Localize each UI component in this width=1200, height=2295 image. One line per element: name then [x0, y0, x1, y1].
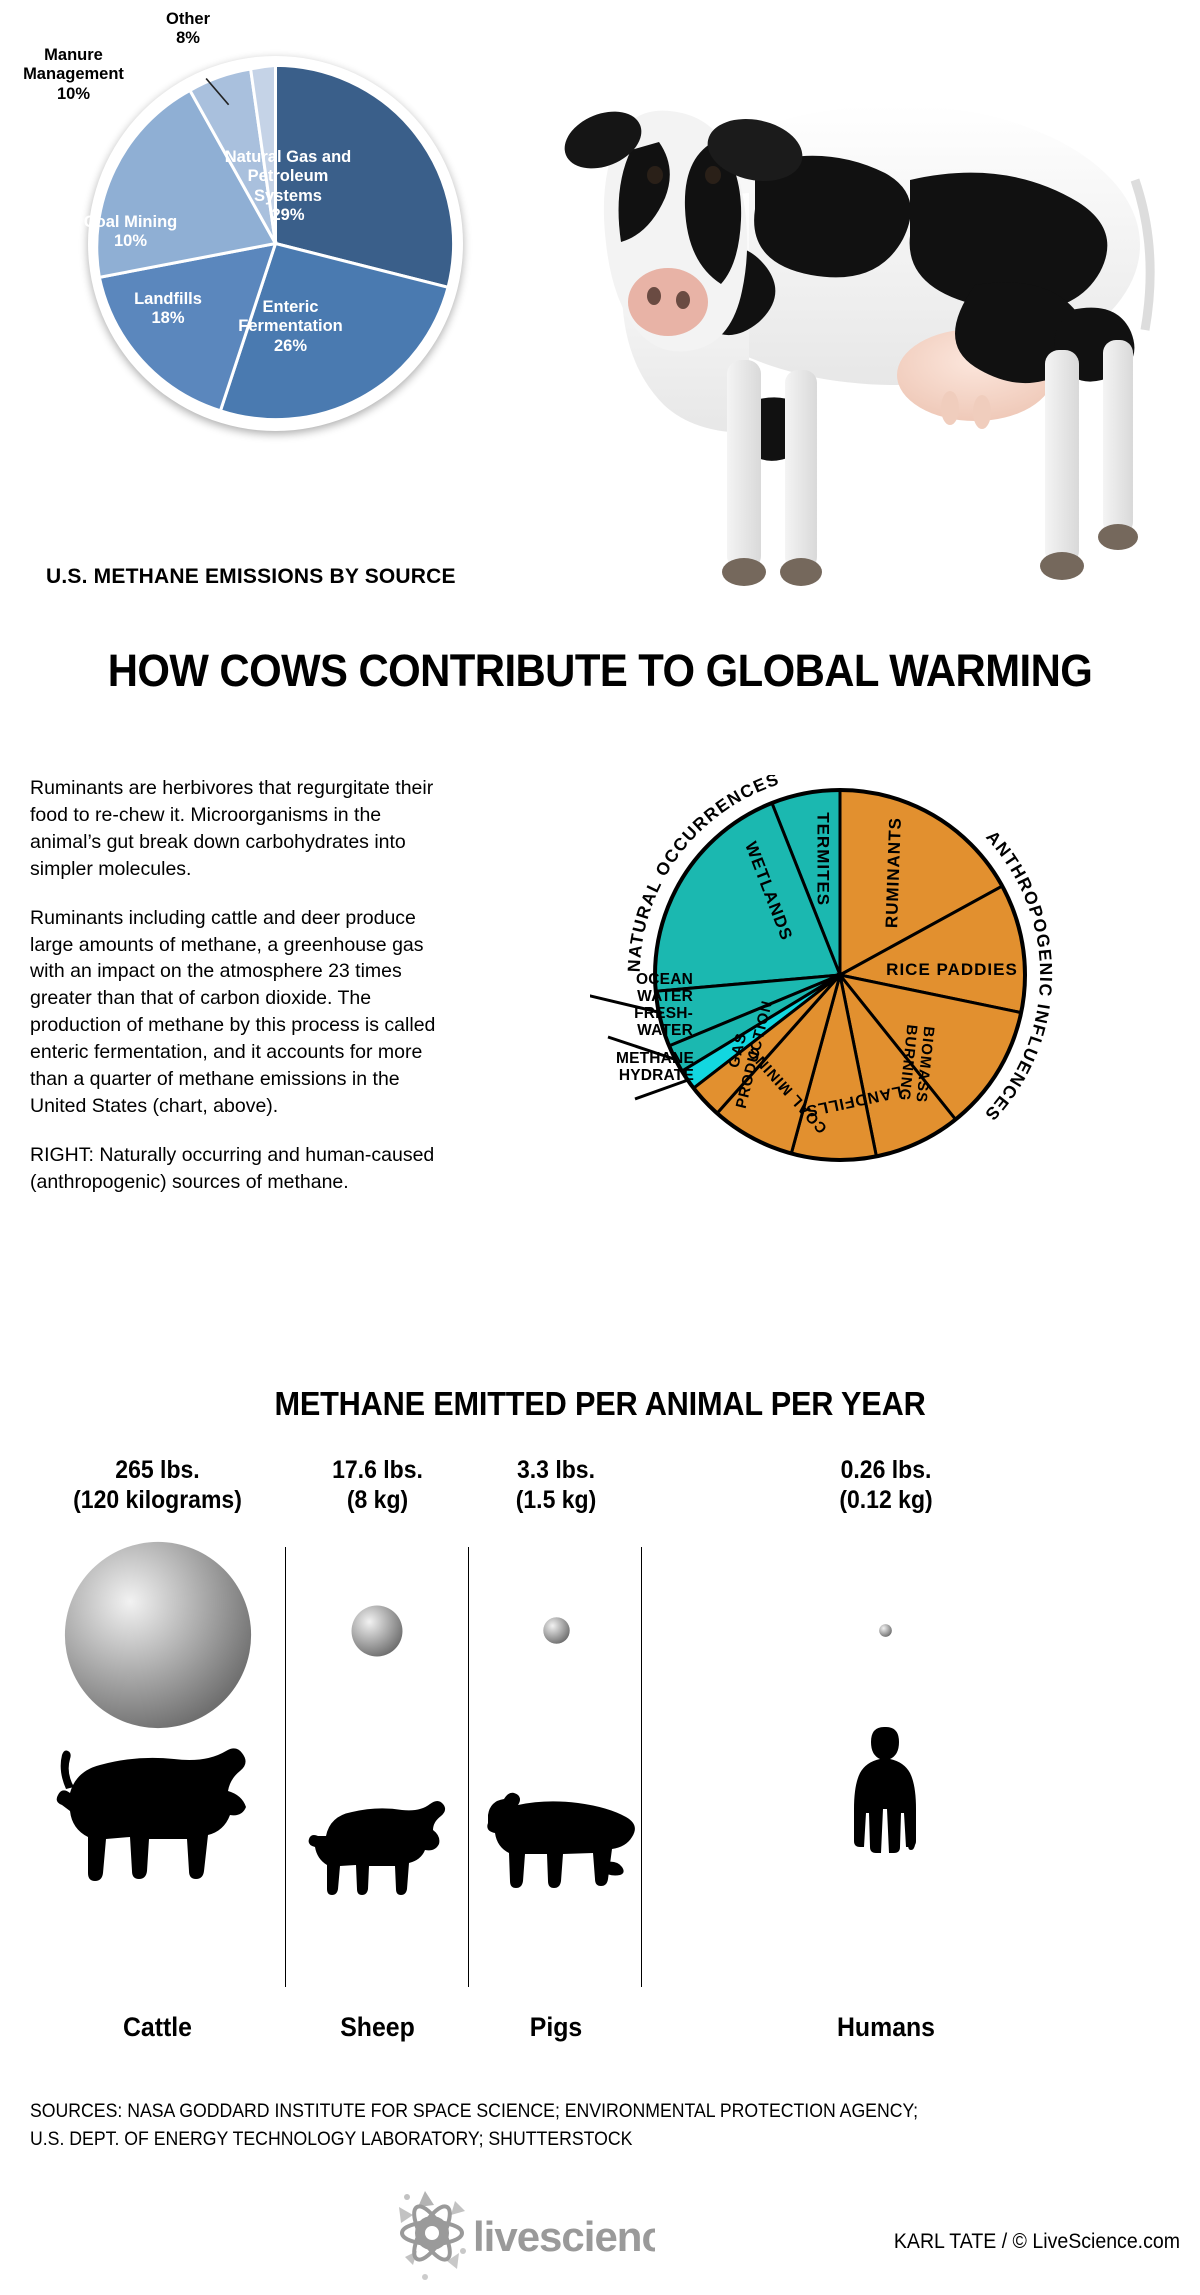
- slice-enteric-fermentation: [218, 241, 450, 422]
- leader-ocean-water: [577, 991, 663, 1015]
- cow-photo: [455, 0, 1200, 595]
- pie1-label-other: Other 8%: [165, 10, 210, 48]
- column-divider-3: [641, 1547, 642, 1987]
- column-divider-1: [285, 1547, 286, 1987]
- section-us-methane-sources: Natural Gas and Petroleum Systems 29% En…: [0, 0, 1200, 650]
- humans-methane-sphere: [879, 1624, 892, 1637]
- livescience-logo-svg: livescience: [399, 2191, 687, 2280]
- page-headline: HOW COWS CONTRIBUTE TO GLOBAL WARMING: [107, 645, 1093, 696]
- sources-line-2: U.S. DEPT. OF ENERGY TECHNOLOGY LABORATO…: [30, 2128, 633, 2150]
- pig-silhouette: [487, 1792, 635, 1888]
- sources-line-1: SOURCES: NASA GODDARD INSTITUTE FOR SPAC…: [30, 2101, 919, 2122]
- pie1-label-landfills: Landfills 18%: [134, 290, 202, 328]
- pie2-text-rice-paddies: RICE PADDIES: [886, 960, 1018, 979]
- sheep-methane-sphere: [351, 1605, 403, 1657]
- leader-methane-hydrate: [634, 1078, 689, 1101]
- slice-natural-gas-petroleum: [274, 63, 456, 290]
- pigs-methane-sphere: [543, 1617, 570, 1644]
- livescience-logo[interactable]: livescience: [385, 2185, 687, 2280]
- cow-photo-svg: [564, 105, 1155, 586]
- credit-line: KARL TATE / © LiveScience.com: [893, 2230, 1180, 2253]
- pie2-text-ruminants: RUMINANTS: [882, 817, 905, 929]
- pie1-label-enteric: Enteric Fermentation 26%: [238, 298, 343, 355]
- pie1-label-coal-mining: Coal Mining 10%: [83, 213, 178, 251]
- humans-value: 0.26 lbs. (0.12 kg): [839, 1456, 933, 1514]
- manure-leader-line: [205, 77, 230, 106]
- cattle-methane-sphere: [64, 1541, 252, 1729]
- column-divider-2: [468, 1547, 469, 1987]
- pie2-text-termites: TERMITES: [813, 812, 832, 906]
- sources-text: SOURCES: NASA GODDARD INSTITUTE FOR SPAC…: [30, 2098, 1090, 2153]
- pigs-value: 3.3 lbs. (1.5 kg): [515, 1456, 597, 1514]
- sheep-label: Sheep: [340, 2012, 415, 2042]
- callout-ocean-water: OCEAN WATER: [636, 971, 693, 1006]
- sheep-silhouette: [308, 1801, 446, 1895]
- callout-fresh-water: FRESH- WATER: [634, 1005, 693, 1040]
- cattle-silhouette: [56, 1748, 247, 1881]
- body-paragraph-2: Ruminants including cattle and deer prod…: [30, 906, 436, 1117]
- body-text-column: Ruminants are herbivores that regurgitat…: [30, 775, 450, 1218]
- pie-chart-1-disc: [88, 56, 463, 431]
- slice-coal-mining: [95, 88, 278, 280]
- sheep-value: 17.6 lbs. (8 kg): [332, 1456, 423, 1514]
- pie1-label-manure: Manure Management 10%: [23, 46, 124, 103]
- methane-sources-pie-chart: TERMITES WETLANDS RUMINANTS RICE PADDIES…: [577, 769, 1200, 1175]
- animal-column-cattle: 265 lbs. (120 kilograms) Cattle: [30, 1455, 285, 2065]
- pie-chart-1-svg: [95, 63, 456, 422]
- pie2-svg: TERMITES WETLANDS RUMINANTS RICE PADDIES…: [577, 769, 1055, 1162]
- cattle-label: Cattle: [122, 2012, 192, 2042]
- us-methane-pie-chart: Natural Gas and Petroleum Systems 29% En…: [18, 10, 518, 538]
- per-animal-comparison: 265 lbs. (120 kilograms) Cattle 17.6 lbs…: [0, 1455, 1200, 2065]
- slice-landfills: [97, 241, 278, 413]
- animal-column-pigs: 3.3 lbs. (1.5 kg) Pigs: [472, 1455, 640, 2065]
- humans-label: Humans: [836, 2012, 936, 2042]
- us-pie-caption: U.S. METHANE EMISSIONS BY SOURCE: [46, 565, 456, 588]
- pie1-label-natural-gas: Natural Gas and Petroleum Systems 29%: [224, 148, 352, 225]
- livescience-wordmark: livescience: [473, 2213, 655, 2260]
- per-animal-title: METHANE EMITTED PER ANIMAL PER YEAR: [274, 1385, 926, 1422]
- animal-column-sheep: 17.6 lbs. (8 kg) Sheep: [290, 1455, 465, 2065]
- body-paragraph-1: Ruminants are herbivores that regurgitat…: [30, 777, 434, 880]
- body-paragraph-3: RIGHT: Naturally occurring and human-cau…: [30, 1143, 435, 1193]
- cattle-value: 265 lbs. (120 kilograms): [73, 1456, 242, 1514]
- slice-other: [248, 63, 277, 244]
- pigs-label: Pigs: [529, 2012, 583, 2042]
- animal-column-humans: 0.26 lbs. (0.12 kg) Humans: [648, 1455, 1200, 2065]
- leader-fresh-water: [607, 1035, 675, 1061]
- callout-methane-hydrate: METHANE HYDRATE: [615, 1050, 694, 1085]
- human-silhouette: [854, 1727, 916, 1853]
